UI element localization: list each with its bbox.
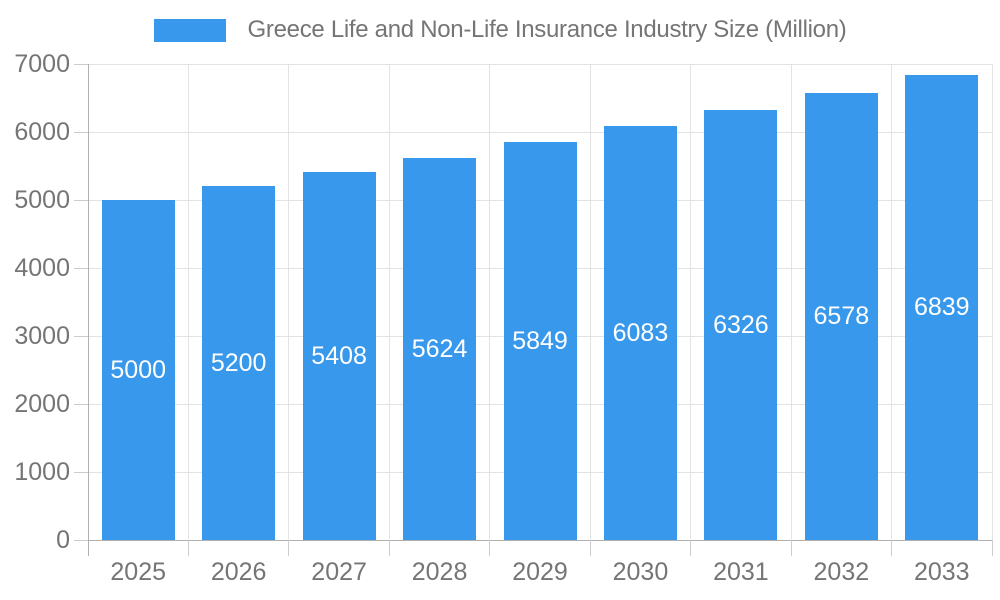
x-tick	[991, 540, 993, 556]
x-tick	[589, 540, 591, 556]
bar-2030[interactable]	[603, 126, 677, 540]
y-tick	[74, 403, 88, 405]
y-tick	[74, 199, 88, 201]
x-axis-label: 2028	[411, 558, 468, 586]
x-tick	[790, 540, 792, 556]
x-tick	[690, 540, 692, 556]
x-axis-label: 2025	[110, 558, 167, 586]
bar-value-label: 5408	[311, 342, 367, 371]
y-tick	[74, 539, 88, 541]
legend-label: Greece Life and Non-Life Insurance Indus…	[247, 16, 847, 43]
bar-2026[interactable]	[202, 186, 276, 540]
x-axis-label: 2026	[210, 558, 267, 586]
bar-value-label: 6083	[612, 319, 669, 348]
bar-value-label: 6578	[813, 302, 870, 331]
v-gridline	[891, 64, 893, 540]
bar-value-label: 6326	[713, 310, 769, 339]
y-axis-label: 0	[56, 526, 70, 554]
v-gridline	[589, 64, 591, 540]
legend-swatch-icon	[153, 18, 226, 42]
bar-value-label: 5200	[210, 349, 267, 378]
bar-value-label: 5849	[512, 327, 568, 356]
v-gridline	[790, 64, 792, 540]
x-axis-label: 2031	[713, 558, 769, 586]
x-axis-baseline	[88, 539, 992, 541]
x-axis-label: 2027	[311, 558, 367, 586]
y-tick	[74, 335, 88, 337]
bar-2025[interactable]	[101, 200, 175, 540]
y-axis-label: 7000	[14, 50, 70, 78]
y-axis-label: 1000	[14, 458, 70, 486]
x-axis-label: 2029	[512, 558, 568, 586]
y-axis-label: 4000	[14, 254, 70, 282]
bar-2032[interactable]	[804, 92, 878, 540]
bar-2029[interactable]	[503, 142, 577, 540]
bar-2027[interactable]	[302, 172, 376, 540]
v-gridline	[690, 64, 692, 540]
y-tick	[74, 267, 88, 269]
v-gridline	[489, 64, 491, 540]
y-tick	[74, 63, 88, 65]
h-gridline	[88, 63, 992, 65]
x-tick	[288, 540, 290, 556]
y-tick	[74, 471, 88, 473]
v-gridline	[991, 64, 993, 540]
y-tick	[74, 131, 88, 133]
x-axis-label: 2032	[813, 558, 870, 586]
v-gridline	[388, 64, 390, 540]
y-axis-line	[87, 64, 89, 556]
x-tick	[388, 540, 390, 556]
bar-2028[interactable]	[403, 157, 477, 540]
y-axis-label: 2000	[14, 390, 70, 418]
y-axis-label: 5000	[14, 186, 70, 214]
x-axis-label: 2033	[913, 558, 970, 586]
x-tick	[891, 540, 893, 556]
v-gridline	[288, 64, 290, 540]
x-tick	[187, 540, 189, 556]
bar-value-label: 6839	[913, 293, 970, 322]
y-axis-label: 3000	[14, 322, 70, 350]
bar-2033[interactable]	[905, 74, 979, 540]
legend[interactable]: Greece Life and Non-Life Insurance Indus…	[0, 16, 1000, 44]
bar-2031[interactable]	[704, 109, 778, 540]
x-axis-label: 2030	[612, 558, 669, 586]
y-axis-label: 6000	[14, 118, 70, 146]
h-gridline	[88, 131, 992, 133]
bar-value-label: 5000	[110, 356, 167, 384]
x-tick	[489, 540, 491, 556]
bar-value-label: 5624	[411, 334, 468, 363]
v-gridline	[187, 64, 189, 540]
